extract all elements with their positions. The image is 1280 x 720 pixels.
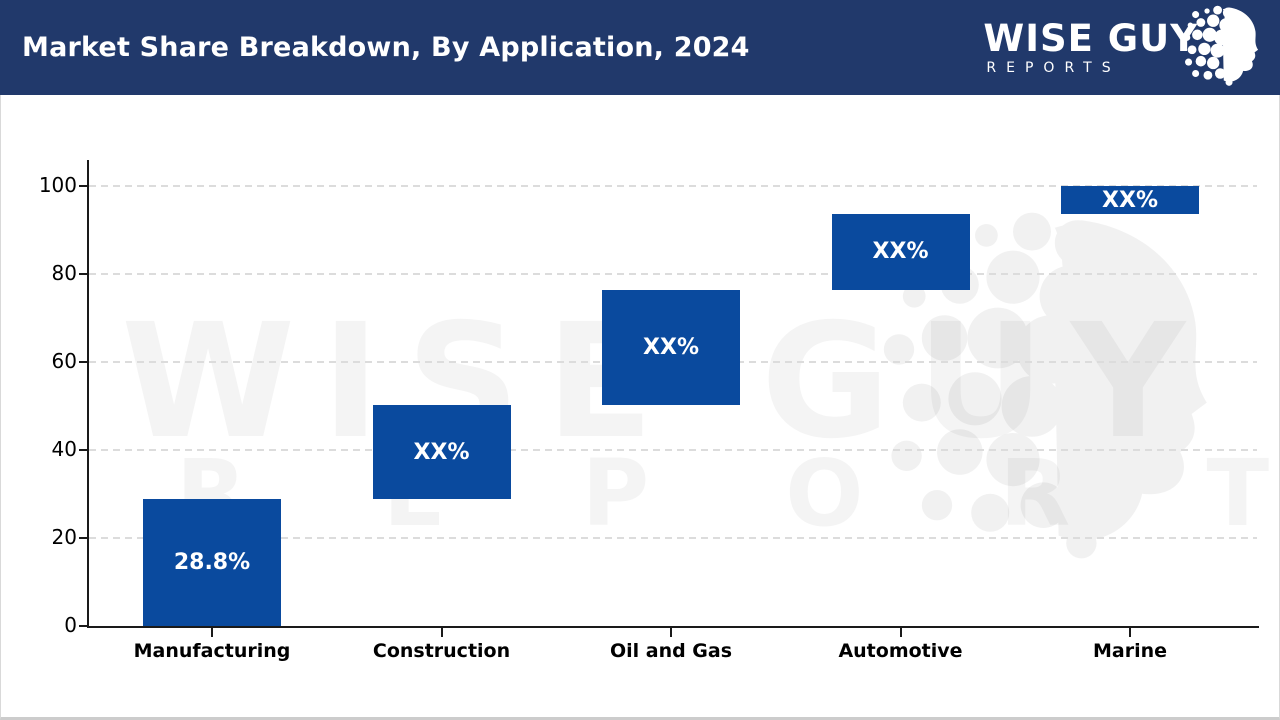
y-tick-mark bbox=[79, 185, 88, 187]
x-axis-label: Construction bbox=[372, 640, 511, 662]
bar-value-label: XX% bbox=[872, 239, 929, 265]
bar-segment: XX% bbox=[831, 214, 970, 290]
gridline bbox=[89, 449, 1257, 451]
y-tick-mark bbox=[79, 273, 88, 275]
y-axis-line bbox=[87, 160, 89, 628]
bar-segment: XX% bbox=[372, 405, 511, 500]
chart-plot: 0 20 40 60 80 100 28.8% Manufacturing XX% Constru… bbox=[1, 95, 1280, 720]
x-tick-mark bbox=[440, 628, 443, 637]
y-tick-label: 40 bbox=[51, 437, 77, 461]
wise-guy-reports-logo: WISE GUY REPORTS bbox=[983, 4, 1266, 92]
logo-wordmark: WISE GUY bbox=[983, 17, 1198, 60]
logo-text: WISE GUY REPORTS bbox=[983, 20, 1198, 75]
logo-subtitle: REPORTS bbox=[986, 60, 1121, 76]
gridline bbox=[89, 185, 1257, 187]
x-axis-label: Oil and Gas bbox=[609, 640, 733, 662]
bar-segment: XX% bbox=[602, 289, 740, 406]
y-tick-mark bbox=[79, 361, 88, 363]
bar-value-label: XX% bbox=[643, 334, 699, 360]
y-tick-label: 100 bbox=[38, 173, 77, 197]
y-tick-label: 80 bbox=[51, 261, 77, 285]
y-tick-label: 0 bbox=[64, 613, 77, 637]
x-tick-mark bbox=[670, 628, 672, 637]
chart-area: WISE GUY R E P O R T S 02040608010028.8%… bbox=[0, 95, 1280, 720]
y-tick-label: 20 bbox=[51, 525, 77, 549]
y-tick-label: 60 bbox=[51, 349, 77, 373]
x-axis-label: Marine bbox=[1092, 640, 1168, 662]
header: Market Share Breakdown, By Application, … bbox=[0, 0, 1280, 95]
bar-value-label: 28.8% bbox=[173, 550, 251, 576]
gridline bbox=[89, 537, 1257, 539]
x-axis-line bbox=[87, 626, 1259, 628]
y-tick-mark bbox=[79, 449, 88, 451]
x-tick-mark bbox=[1129, 628, 1131, 637]
dotted-head-icon bbox=[1183, 5, 1259, 86]
bar-value-label: XX% bbox=[1102, 187, 1158, 213]
x-tick-mark bbox=[899, 628, 902, 637]
bar-segment: 28.8% bbox=[143, 499, 281, 626]
gridline bbox=[89, 273, 1257, 275]
page-title: Market Share Breakdown, By Application, … bbox=[22, 32, 750, 63]
x-tick-mark bbox=[211, 628, 213, 637]
x-axis-label: Manufacturing bbox=[133, 640, 291, 662]
y-tick-mark bbox=[79, 625, 88, 627]
y-tick-mark bbox=[79, 537, 88, 539]
x-axis-label: Automotive bbox=[838, 640, 963, 662]
bar-segment: XX% bbox=[1061, 186, 1199, 215]
bar-value-label: XX% bbox=[413, 439, 470, 465]
